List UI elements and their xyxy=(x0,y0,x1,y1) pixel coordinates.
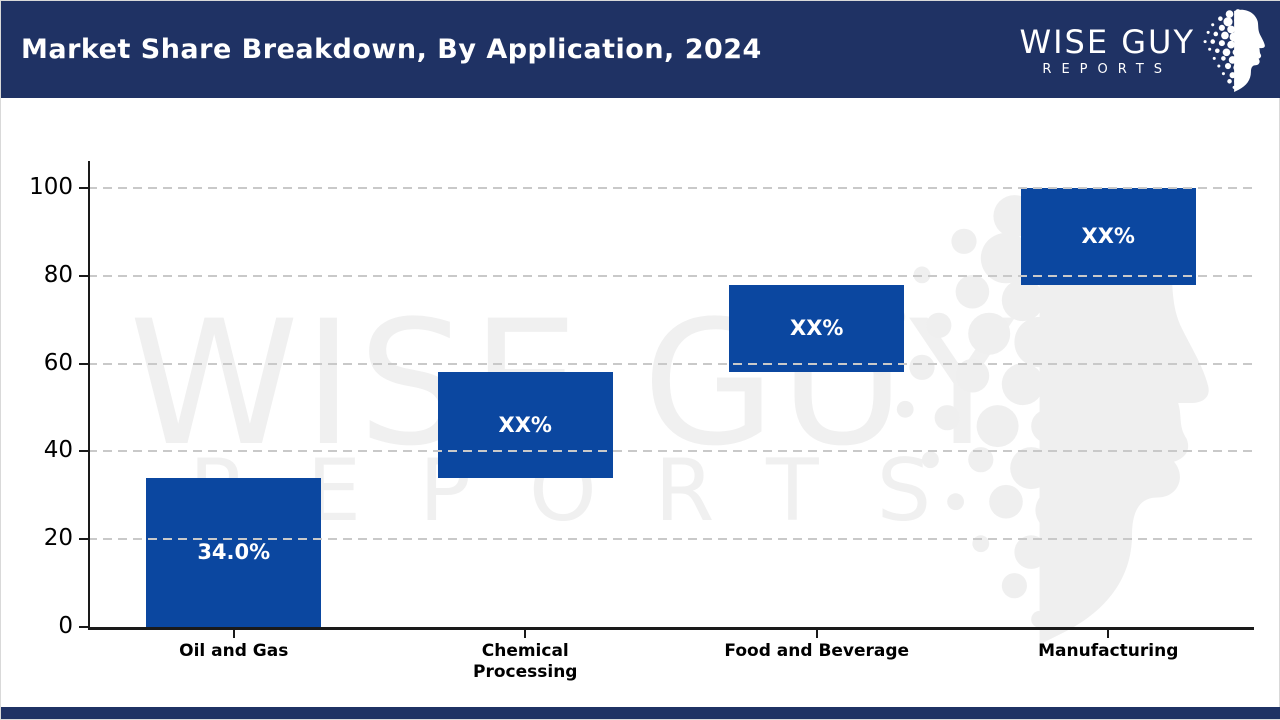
brand-name: WISE GUY xyxy=(1019,22,1195,61)
footer-bar xyxy=(1,707,1280,719)
y-tick xyxy=(79,538,88,541)
y-tick xyxy=(79,187,88,189)
bar-value-label: XX% xyxy=(790,316,844,341)
bar-food-and-beverage: XX% xyxy=(729,284,905,373)
y-axis-line xyxy=(88,161,90,629)
brand-logo: WISE GUY REPORTS xyxy=(1019,8,1267,92)
bar-oil-and-gas: 34.0% xyxy=(146,477,322,627)
x-axis-label-manufacturing: Manufacturing xyxy=(1038,641,1179,661)
y-tick xyxy=(79,450,88,453)
bar-value-label: XX% xyxy=(498,413,552,438)
y-tick-label: 60 xyxy=(43,349,73,376)
gridline xyxy=(88,362,1254,365)
brand-dotted-head-icon xyxy=(1203,8,1265,92)
x-axis-label-chemical-processing: Chemical Processing xyxy=(473,641,578,682)
x-axis-label-food-and-beverage: Food and Beverage xyxy=(724,641,910,661)
waterfall-chart: 0 20 40 60 80 100 34.0% Oil and Gas XX% Chemical P… xyxy=(1,98,1280,709)
y-tick xyxy=(79,274,88,277)
x-tick xyxy=(232,630,235,638)
header-bar: Market Share Breakdown, By Application, … xyxy=(1,1,1280,98)
bar-manufacturing: XX% xyxy=(1020,188,1196,285)
y-tick-label: 0 xyxy=(58,613,73,639)
y-tick-label: 100 xyxy=(29,174,73,200)
y-tick-label: 40 xyxy=(43,437,73,464)
bar-value-label: 34.0% xyxy=(197,540,271,565)
y-tick-label: 20 xyxy=(43,525,73,552)
x-tick xyxy=(524,630,527,638)
bar-value-label: XX% xyxy=(1081,224,1135,249)
bar-chemical-processing: XX% xyxy=(437,372,613,478)
x-axis-label-oil-and-gas: Oil and Gas xyxy=(179,641,289,661)
x-tick xyxy=(1107,630,1110,638)
brand-logo-text: WISE GUY REPORTS xyxy=(1019,23,1195,77)
y-tick xyxy=(79,362,88,365)
y-tick xyxy=(79,626,88,628)
gridline xyxy=(88,187,1254,189)
brand-subtitle: REPORTS xyxy=(1042,61,1173,77)
x-axis-line xyxy=(88,627,1254,630)
y-tick-label: 80 xyxy=(43,261,73,288)
page-title: Market Share Breakdown, By Application, … xyxy=(21,34,762,65)
x-tick xyxy=(815,630,818,638)
gridline xyxy=(88,274,1254,277)
gridline xyxy=(88,450,1254,453)
gridline xyxy=(88,538,1254,541)
